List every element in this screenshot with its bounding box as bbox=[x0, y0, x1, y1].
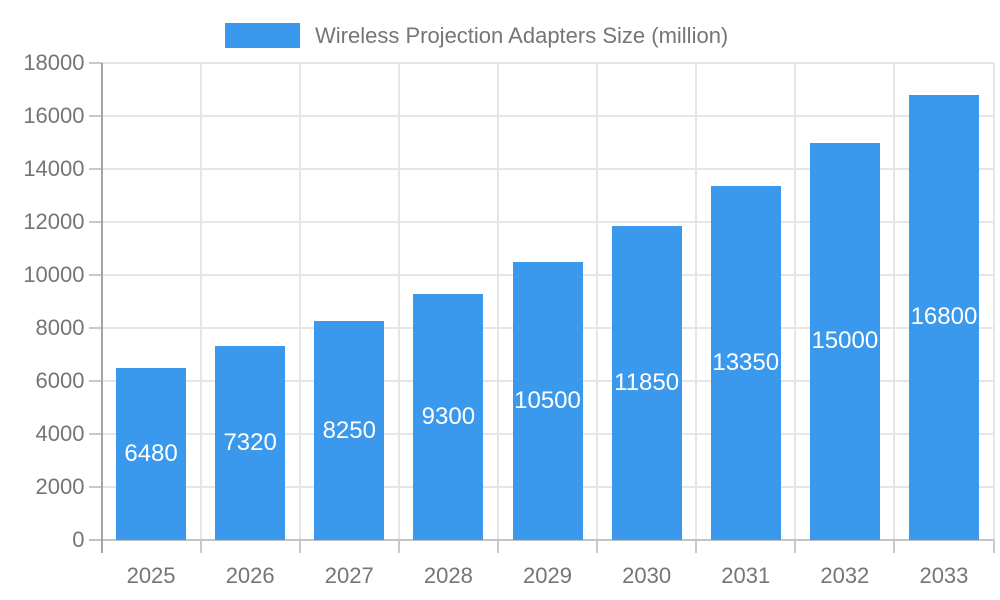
x-gridline bbox=[794, 63, 797, 540]
y-axis-tick bbox=[88, 433, 102, 435]
y-axis-tick bbox=[88, 168, 102, 170]
legend-item[interactable]: Wireless Projection Adapters Size (milli… bbox=[225, 23, 728, 48]
y-gridline bbox=[101, 115, 994, 117]
x-gridline bbox=[992, 63, 995, 540]
x-axis-tick bbox=[199, 540, 202, 553]
x-axis-label: 2025 bbox=[126, 563, 176, 588]
y-axis-label: 2000 bbox=[35, 474, 85, 499]
bar[interactable]: 15000 bbox=[809, 142, 880, 540]
y-axis-label: 0 bbox=[72, 527, 85, 552]
legend-label: Wireless Projection Adapters Size (milli… bbox=[315, 23, 729, 48]
x-axis-tick bbox=[298, 540, 301, 553]
y-axis-tick bbox=[88, 380, 102, 382]
y-gridline bbox=[101, 221, 994, 223]
bar-value-label: 11850 bbox=[614, 368, 680, 396]
y-gridline bbox=[101, 62, 994, 64]
y-axis-label: 14000 bbox=[23, 156, 85, 181]
x-axis-label: 2033 bbox=[919, 563, 969, 588]
y-axis-tick bbox=[88, 274, 102, 276]
bar[interactable]: 7320 bbox=[215, 346, 286, 540]
x-axis-tick bbox=[794, 540, 797, 553]
x-axis-label: 2028 bbox=[423, 563, 473, 588]
y-axis-tick bbox=[88, 62, 102, 64]
bar-value-label: 6480 bbox=[124, 440, 178, 468]
x-axis-tick bbox=[695, 540, 698, 553]
x-axis-tick bbox=[596, 540, 599, 553]
y-axis-label: 12000 bbox=[23, 209, 85, 234]
x-gridline bbox=[596, 63, 599, 540]
x-axis-line bbox=[88, 539, 994, 541]
x-axis-tick bbox=[992, 540, 995, 553]
bar-value-label: 13350 bbox=[712, 349, 780, 377]
y-axis-tick bbox=[88, 486, 102, 488]
bar-value-label: 10500 bbox=[514, 386, 581, 414]
bar-value-label: 7320 bbox=[223, 429, 277, 456]
legend-swatch bbox=[225, 23, 300, 48]
bar[interactable]: 9300 bbox=[413, 293, 484, 540]
bar[interactable]: 13350 bbox=[710, 186, 781, 540]
x-gridline bbox=[695, 63, 698, 540]
y-axis-line bbox=[100, 63, 103, 553]
x-axis-label: 2026 bbox=[225, 563, 275, 588]
x-gridline bbox=[298, 63, 301, 540]
x-axis-label: 2032 bbox=[820, 563, 870, 588]
y-axis-label: 6000 bbox=[35, 368, 85, 393]
bar-value-label: 16800 bbox=[910, 303, 978, 331]
x-axis-tick bbox=[496, 540, 499, 553]
bar[interactable]: 11850 bbox=[611, 225, 682, 540]
x-axis-tick bbox=[397, 540, 400, 553]
bar[interactable]: 16800 bbox=[908, 94, 979, 540]
y-axis-label: 18000 bbox=[23, 50, 85, 75]
x-axis-label: 2027 bbox=[324, 563, 374, 588]
y-gridline bbox=[101, 168, 994, 170]
y-axis-label: 4000 bbox=[35, 421, 85, 446]
x-gridline bbox=[397, 63, 400, 540]
bar-value-label: 15000 bbox=[811, 327, 879, 355]
y-axis-tick bbox=[88, 115, 102, 117]
x-gridline bbox=[496, 63, 499, 540]
x-axis-label: 2030 bbox=[622, 563, 672, 588]
y-axis-tick bbox=[88, 221, 102, 223]
y-axis-label: 8000 bbox=[35, 315, 85, 340]
y-axis-label: 16000 bbox=[23, 103, 85, 128]
x-axis-label: 2031 bbox=[721, 563, 771, 588]
bar-value-label: 8250 bbox=[322, 416, 376, 444]
y-axis-tick bbox=[88, 327, 102, 329]
bar[interactable]: 8250 bbox=[314, 321, 385, 540]
x-gridline bbox=[893, 63, 896, 540]
bar-value-label: 9300 bbox=[421, 402, 476, 430]
x-axis-tick bbox=[893, 540, 896, 553]
bar[interactable]: 6480 bbox=[116, 368, 187, 540]
x-gridline bbox=[199, 63, 202, 540]
x-axis-label: 2029 bbox=[523, 563, 572, 588]
y-axis-label: 10000 bbox=[23, 262, 85, 287]
bar[interactable]: 10500 bbox=[512, 261, 583, 540]
